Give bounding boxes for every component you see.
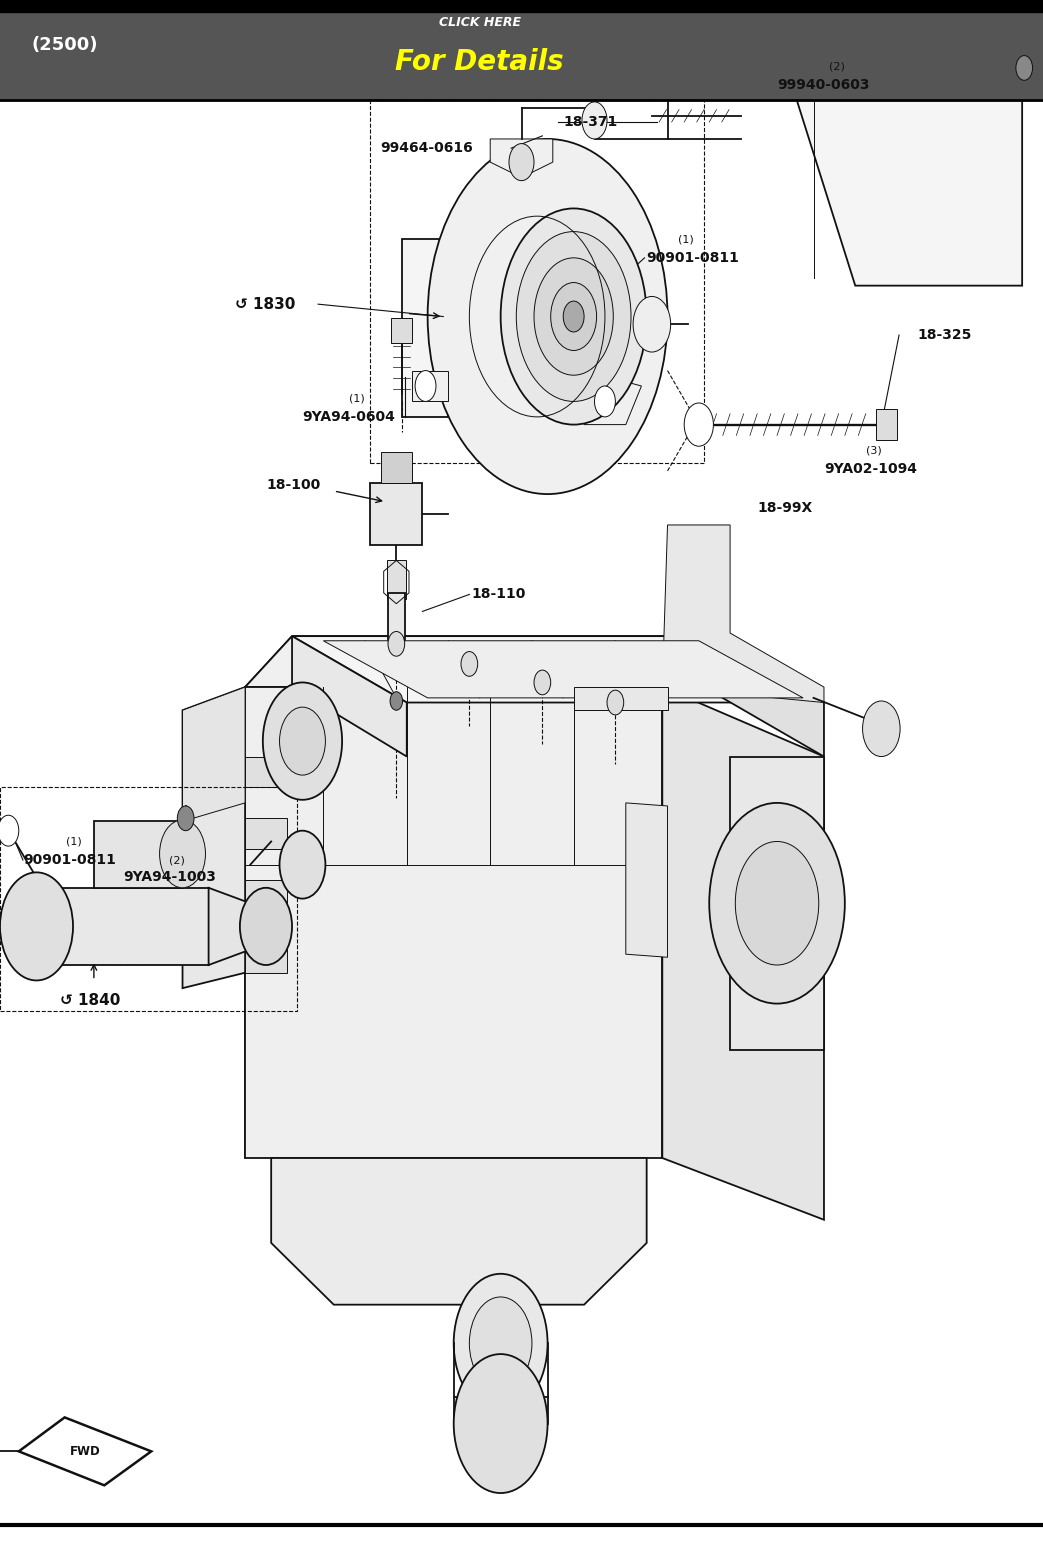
Polygon shape xyxy=(245,636,292,1158)
Text: (1): (1) xyxy=(66,837,81,846)
Bar xyxy=(876,409,897,440)
Polygon shape xyxy=(183,687,245,821)
Polygon shape xyxy=(183,687,245,988)
Bar xyxy=(370,100,704,463)
Bar xyxy=(0,787,297,1011)
Polygon shape xyxy=(31,888,209,965)
Circle shape xyxy=(633,296,671,352)
Text: 18-100: 18-100 xyxy=(266,477,320,493)
Text: For Details: For Details xyxy=(395,48,564,76)
Text: 9YA94-0604: 9YA94-0604 xyxy=(302,409,395,425)
Text: (2): (2) xyxy=(829,62,845,71)
Text: CLICK HERE: CLICK HERE xyxy=(439,15,520,29)
Polygon shape xyxy=(709,636,824,757)
Polygon shape xyxy=(626,803,668,957)
Text: (1): (1) xyxy=(678,235,694,244)
Polygon shape xyxy=(584,371,641,425)
Text: 18-110: 18-110 xyxy=(471,587,526,602)
Text: 90901-0811: 90901-0811 xyxy=(23,852,116,868)
Polygon shape xyxy=(245,880,287,911)
Circle shape xyxy=(534,670,551,695)
Polygon shape xyxy=(412,371,448,401)
Circle shape xyxy=(595,386,615,417)
Text: 18-99X: 18-99X xyxy=(757,500,812,516)
Polygon shape xyxy=(245,757,287,787)
Polygon shape xyxy=(454,1397,548,1424)
Text: FWD: FWD xyxy=(70,1445,101,1458)
Circle shape xyxy=(454,1274,548,1413)
Polygon shape xyxy=(94,821,183,888)
Circle shape xyxy=(388,631,405,656)
Circle shape xyxy=(280,831,325,899)
Text: 18-325: 18-325 xyxy=(918,327,972,343)
Bar xyxy=(0,0,1043,100)
Circle shape xyxy=(454,1354,548,1493)
Polygon shape xyxy=(782,54,1022,286)
Circle shape xyxy=(509,144,534,181)
Text: (3): (3) xyxy=(866,446,881,455)
Circle shape xyxy=(735,841,819,965)
Polygon shape xyxy=(245,636,709,687)
Circle shape xyxy=(0,872,73,980)
Polygon shape xyxy=(245,942,287,973)
Text: (2500): (2500) xyxy=(31,36,98,54)
Circle shape xyxy=(428,139,668,494)
Circle shape xyxy=(160,820,205,888)
Circle shape xyxy=(684,403,713,446)
Polygon shape xyxy=(574,687,668,710)
Bar xyxy=(370,483,422,545)
Polygon shape xyxy=(245,687,662,1158)
Polygon shape xyxy=(209,888,250,965)
Text: ↺ 1840: ↺ 1840 xyxy=(60,993,121,1008)
Text: 18-371: 18-371 xyxy=(563,114,617,130)
Bar xyxy=(387,560,406,599)
Text: 90901-0811: 90901-0811 xyxy=(647,250,739,266)
Circle shape xyxy=(989,46,1018,90)
Polygon shape xyxy=(662,525,824,703)
Polygon shape xyxy=(662,687,824,1220)
Polygon shape xyxy=(292,636,407,757)
Polygon shape xyxy=(323,641,803,698)
Text: 9YA94-1003: 9YA94-1003 xyxy=(123,869,216,885)
Circle shape xyxy=(563,301,584,332)
Circle shape xyxy=(607,690,624,715)
Circle shape xyxy=(0,815,19,846)
Circle shape xyxy=(709,803,845,1004)
Polygon shape xyxy=(271,1158,647,1305)
Circle shape xyxy=(390,692,403,710)
Polygon shape xyxy=(730,757,824,1050)
Circle shape xyxy=(1016,56,1033,80)
Circle shape xyxy=(280,707,325,775)
Circle shape xyxy=(461,652,478,676)
Circle shape xyxy=(469,1297,532,1390)
Circle shape xyxy=(863,701,900,757)
Polygon shape xyxy=(292,636,824,703)
Bar xyxy=(381,452,412,483)
Text: 9YA02-1094: 9YA02-1094 xyxy=(824,462,917,477)
Circle shape xyxy=(240,888,292,965)
Polygon shape xyxy=(490,139,553,178)
Text: ↺ 1830: ↺ 1830 xyxy=(235,296,295,312)
Polygon shape xyxy=(402,239,448,417)
Text: (1): (1) xyxy=(349,394,365,403)
Text: 99940-0603: 99940-0603 xyxy=(777,77,870,93)
Polygon shape xyxy=(245,818,287,849)
Circle shape xyxy=(501,208,647,425)
Circle shape xyxy=(516,232,631,401)
Circle shape xyxy=(582,102,607,139)
Circle shape xyxy=(551,283,597,350)
Circle shape xyxy=(177,806,194,831)
Circle shape xyxy=(263,682,342,800)
Text: (2): (2) xyxy=(169,855,185,865)
Polygon shape xyxy=(19,1417,151,1485)
Bar xyxy=(0,0,1043,12)
Circle shape xyxy=(415,371,436,401)
Circle shape xyxy=(534,258,613,375)
Bar xyxy=(388,593,405,667)
Text: 99464-0616: 99464-0616 xyxy=(381,141,474,156)
Bar xyxy=(391,318,412,343)
